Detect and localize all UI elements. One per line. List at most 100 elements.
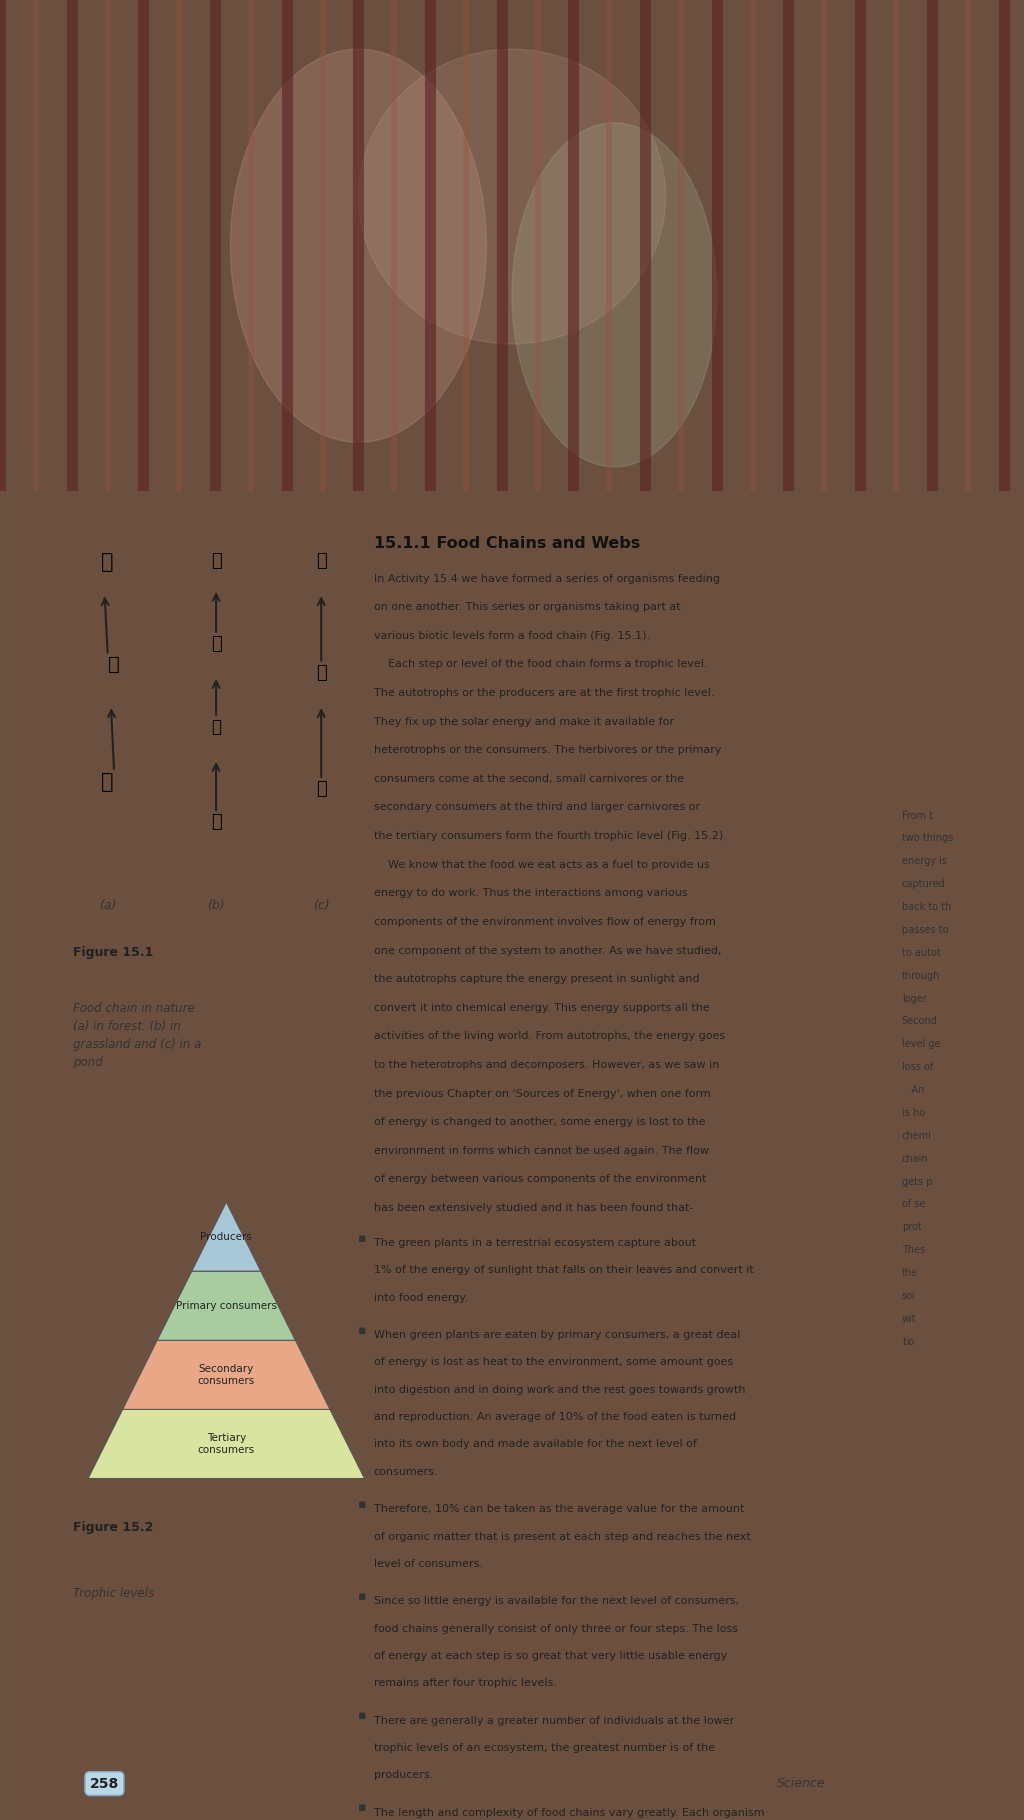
Text: remains after four trophic levels.: remains after four trophic levels. — [374, 1678, 557, 1689]
Text: loger: loger — [901, 994, 927, 1003]
Text: Trophic levels: Trophic levels — [73, 1587, 154, 1600]
Text: 🦌: 🦌 — [109, 655, 120, 675]
Text: of energy is lost as heat to the environment, some amount goes: of energy is lost as heat to the environ… — [374, 1358, 733, 1367]
Text: into digestion and in doing work and the rest goes towards growth: into digestion and in doing work and the… — [374, 1385, 745, 1394]
Text: 1% of the energy of sunlight that falls on their leaves and convert it: 1% of the energy of sunlight that falls … — [374, 1265, 754, 1276]
Text: of energy is changed to another, some energy is lost to the: of energy is changed to another, some en… — [374, 1117, 706, 1127]
Text: energy is: energy is — [901, 857, 946, 866]
Text: 🦅: 🦅 — [211, 551, 221, 570]
Text: of se: of se — [901, 1199, 925, 1210]
Text: of energy at each step is so great that very little usable energy: of energy at each step is so great that … — [374, 1651, 727, 1662]
Text: food chains generally consist of only three or four steps. The loss: food chains generally consist of only th… — [374, 1623, 737, 1634]
Text: environment in forms which cannot be used again. The flow: environment in forms which cannot be use… — [374, 1147, 709, 1156]
Text: one component of the system to another. As we have studied,: one component of the system to another. … — [374, 946, 721, 956]
Text: bo: bo — [901, 1336, 913, 1347]
Text: is ho: is ho — [901, 1108, 925, 1117]
Text: In Activity 15.4 we have formed a series of organisms feeding: In Activity 15.4 we have formed a series… — [374, 573, 720, 584]
Text: to autot: to autot — [901, 948, 940, 957]
Text: Secondary
consumers: Secondary consumers — [198, 1363, 255, 1385]
Ellipse shape — [358, 49, 666, 344]
Text: ▪: ▪ — [357, 1709, 367, 1722]
Text: to the heterotrophs and decomposers. However, as we saw in: to the heterotrophs and decomposers. How… — [374, 1059, 719, 1070]
Text: ▪: ▪ — [357, 1323, 367, 1336]
Text: of energy between various components of the environment: of energy between various components of … — [374, 1174, 707, 1185]
Text: Science: Science — [777, 1776, 825, 1791]
Text: energy to do work. Thus the interactions among various: energy to do work. Thus the interactions… — [374, 888, 687, 899]
Text: Since so little energy is available for the next level of consumers,: Since so little energy is available for … — [374, 1596, 739, 1607]
Polygon shape — [88, 1409, 365, 1478]
Text: heterotrophs or the consumers. The herbivores or the primary: heterotrophs or the consumers. The herbi… — [374, 744, 721, 755]
Text: There are generally a greater number of individuals at the lower: There are generally a greater number of … — [374, 1716, 734, 1725]
Text: 🌿: 🌿 — [315, 779, 327, 797]
Text: the previous Chapter on 'Sources of Energy', when one form: the previous Chapter on 'Sources of Ener… — [374, 1088, 711, 1099]
Text: (c): (c) — [313, 899, 330, 912]
Polygon shape — [158, 1270, 295, 1340]
Text: 🐍: 🐍 — [211, 635, 221, 653]
Text: prot: prot — [901, 1223, 922, 1232]
Text: ▪: ▪ — [357, 1591, 367, 1603]
Text: soi: soi — [901, 1290, 915, 1301]
Text: convert it into chemical energy. This energy supports all the: convert it into chemical energy. This en… — [374, 1003, 710, 1012]
Text: consumers come at the second, small carnivores or the: consumers come at the second, small carn… — [374, 774, 684, 784]
Text: chemi: chemi — [901, 1130, 932, 1141]
Text: through: through — [901, 970, 940, 981]
Text: back to th: back to th — [901, 903, 951, 912]
Text: Each step or level of the food chain forms a trophic level.: Each step or level of the food chain for… — [374, 659, 708, 670]
Text: Food chain in nature
(a) in forest. (b) in
grassland and (c) in a
pond: Food chain in nature (a) in forest. (b) … — [73, 1001, 201, 1068]
Text: Tertiary
consumers: Tertiary consumers — [198, 1432, 255, 1454]
Text: wit: wit — [901, 1314, 916, 1323]
Text: Figure 15.1: Figure 15.1 — [73, 946, 153, 959]
Text: loss of: loss of — [901, 1063, 933, 1072]
Text: We know that the food we eat acts as a fuel to provide us: We know that the food we eat acts as a f… — [374, 859, 710, 870]
Text: 🦐: 🦐 — [315, 664, 327, 682]
Text: captured: captured — [901, 879, 945, 890]
Text: into food energy.: into food energy. — [374, 1292, 468, 1303]
Ellipse shape — [512, 124, 717, 468]
Text: The green plants in a terrestrial ecosystem capture about: The green plants in a terrestrial ecosys… — [374, 1238, 696, 1249]
Text: They fix up the solar energy and make it available for: They fix up the solar energy and make it… — [374, 717, 674, 726]
Text: Thes: Thes — [901, 1245, 925, 1256]
Text: 🌾: 🌾 — [211, 814, 221, 832]
Text: the: the — [901, 1269, 918, 1278]
Ellipse shape — [230, 49, 486, 442]
Text: Producers: Producers — [201, 1232, 252, 1241]
Text: Therefore, 10% can be taken as the average value for the amount: Therefore, 10% can be taken as the avera… — [374, 1503, 744, 1514]
Text: of organic matter that is present at each step and reaches the next: of organic matter that is present at eac… — [374, 1531, 751, 1542]
Text: the autotrophs capture the energy present in sunlight and: the autotrophs capture the energy presen… — [374, 974, 699, 985]
Text: (b): (b) — [207, 899, 225, 912]
Text: passes to: passes to — [901, 925, 948, 935]
Text: Primary consumers: Primary consumers — [176, 1301, 276, 1310]
Text: 🌳: 🌳 — [101, 772, 114, 792]
Text: Figure 15.2: Figure 15.2 — [73, 1522, 153, 1534]
Text: 🐟: 🐟 — [315, 551, 327, 570]
Text: ▪: ▪ — [357, 1498, 367, 1511]
Polygon shape — [123, 1340, 330, 1409]
Text: An: An — [901, 1085, 924, 1096]
Text: 🦗: 🦗 — [211, 717, 221, 735]
Text: (a): (a) — [99, 899, 117, 912]
Text: ▪: ▪ — [357, 1232, 367, 1245]
Text: From t: From t — [901, 810, 933, 821]
Text: the tertiary consumers form the fourth trophic level (Fig. 15.2).: the tertiary consumers form the fourth t… — [374, 832, 727, 841]
Text: secondary consumers at the third and larger carnivores or: secondary consumers at the third and lar… — [374, 803, 699, 812]
Text: into its own body and made available for the next level of: into its own body and made available for… — [374, 1440, 696, 1449]
Text: Second: Second — [901, 1016, 937, 1026]
Text: components of the environment involves flow of energy from: components of the environment involves f… — [374, 917, 716, 926]
Text: level of consumers.: level of consumers. — [374, 1560, 482, 1569]
Text: chain: chain — [901, 1154, 929, 1163]
Text: two things: two things — [901, 834, 953, 843]
Text: gets p: gets p — [901, 1176, 932, 1187]
Text: The autotrophs or the producers are at the first trophic level.: The autotrophs or the producers are at t… — [374, 688, 715, 699]
Text: has been extensively studied and it has been found that-: has been extensively studied and it has … — [374, 1203, 693, 1214]
Text: activities of the living world. From autotrophs, the energy goes: activities of the living world. From aut… — [374, 1032, 725, 1041]
Text: 15.1.1 Food Chains and Webs: 15.1.1 Food Chains and Webs — [374, 537, 640, 551]
Text: consumers.: consumers. — [374, 1467, 438, 1476]
Text: The length and complexity of food chains vary greatly. Each organism: The length and complexity of food chains… — [374, 1807, 764, 1818]
Text: producers.: producers. — [374, 1771, 433, 1780]
Text: level ge: level ge — [901, 1039, 940, 1050]
Text: 258: 258 — [90, 1776, 119, 1791]
Text: on one another. This series or organisms taking part at: on one another. This series or organisms… — [374, 602, 680, 612]
Text: various biotic levels form a food chain (Fig. 15.1).: various biotic levels form a food chain … — [374, 632, 650, 641]
Text: When green plants are eaten by primary consumers, a great deal: When green plants are eaten by primary c… — [374, 1330, 740, 1340]
Text: ▪: ▪ — [357, 1802, 367, 1815]
